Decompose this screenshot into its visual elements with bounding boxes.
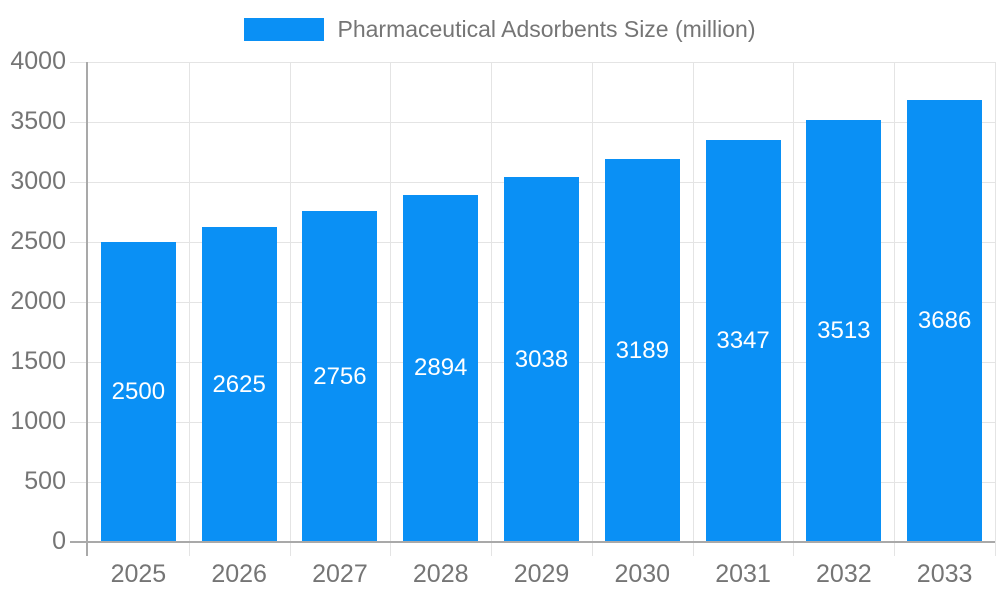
bar-2030[interactable]: 3189 xyxy=(604,159,680,542)
bar-2033[interactable]: 3686 xyxy=(907,99,983,542)
y-axis-tick-label: 1500 xyxy=(10,346,66,375)
bar-2028[interactable]: 2894 xyxy=(403,194,479,542)
legend-swatch-icon xyxy=(244,18,325,41)
gridline-vertical xyxy=(390,62,392,556)
x-axis-tick-label: 2031 xyxy=(715,560,771,588)
x-axis-tick-label: 2026 xyxy=(211,560,267,588)
x-axis-tick-label: 2027 xyxy=(312,560,368,588)
gridline-vertical xyxy=(491,62,493,556)
bar-2027[interactable]: 2756 xyxy=(302,211,378,542)
gridline-vertical xyxy=(995,62,996,556)
gridline-vertical xyxy=(188,62,190,556)
bar-value-label: 2625 xyxy=(212,370,266,398)
y-axis-tick-label: 500 xyxy=(24,466,66,495)
y-axis-line xyxy=(86,62,88,556)
bar-value-label: 3347 xyxy=(716,327,770,355)
bar-value-label: 3189 xyxy=(615,336,669,364)
x-axis-tick-label: 2029 xyxy=(513,560,570,588)
bar-2026[interactable]: 2625 xyxy=(201,227,277,542)
bar-value-label: 3686 xyxy=(917,306,972,334)
bar-value-label: 3038 xyxy=(514,345,569,373)
y-axis-tick-label: 1000 xyxy=(10,406,66,435)
gridline-vertical xyxy=(793,62,795,556)
gridline-horizontal xyxy=(70,122,995,123)
y-axis-tick-label: 3500 xyxy=(10,106,66,135)
gridline-vertical xyxy=(894,62,896,556)
gridline-vertical xyxy=(692,62,694,556)
bar-value-label: 3513 xyxy=(817,317,871,345)
x-axis-tick-label: 2030 xyxy=(614,560,671,588)
y-axis-tick-label: 2000 xyxy=(10,286,66,315)
y-axis-tick-label: 2500 xyxy=(10,226,66,255)
bar-value-label: 2500 xyxy=(111,378,166,405)
bar-2025[interactable]: 2500 xyxy=(100,242,176,542)
legend-label: Pharmaceutical Adsorbents Size (million) xyxy=(337,16,756,42)
bar-value-label: 2894 xyxy=(414,354,468,382)
y-axis-tick-label: 0 xyxy=(52,526,66,555)
x-axis-tick-label: 2028 xyxy=(412,560,469,588)
bar-2032[interactable]: 3513 xyxy=(806,120,882,542)
gridline-vertical xyxy=(289,62,291,556)
x-axis-tick-label: 2033 xyxy=(916,560,973,588)
gridline-vertical xyxy=(591,62,593,556)
x-axis-tick-label: 2032 xyxy=(816,560,872,588)
y-axis-tick-label: 4000 xyxy=(10,46,66,75)
bar-2031[interactable]: 3347 xyxy=(705,140,781,542)
x-axis-tick-label: 2025 xyxy=(110,560,167,588)
bar-value-label: 2756 xyxy=(313,362,367,390)
y-axis-tick-label: 3000 xyxy=(10,166,66,195)
legend[interactable]: Pharmaceutical Adsorbents Size (million) xyxy=(0,16,1000,43)
gridline-horizontal xyxy=(70,62,995,63)
x-axis-zero-line xyxy=(70,541,995,543)
bar-2029[interactable]: 3038 xyxy=(504,177,579,542)
